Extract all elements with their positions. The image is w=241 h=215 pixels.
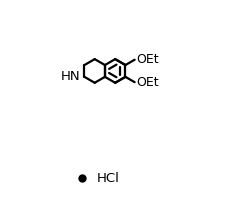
Text: HN: HN: [60, 70, 80, 83]
Text: OEt: OEt: [136, 53, 159, 66]
Text: OEt: OEt: [136, 76, 159, 89]
Text: HCl: HCl: [97, 172, 120, 185]
